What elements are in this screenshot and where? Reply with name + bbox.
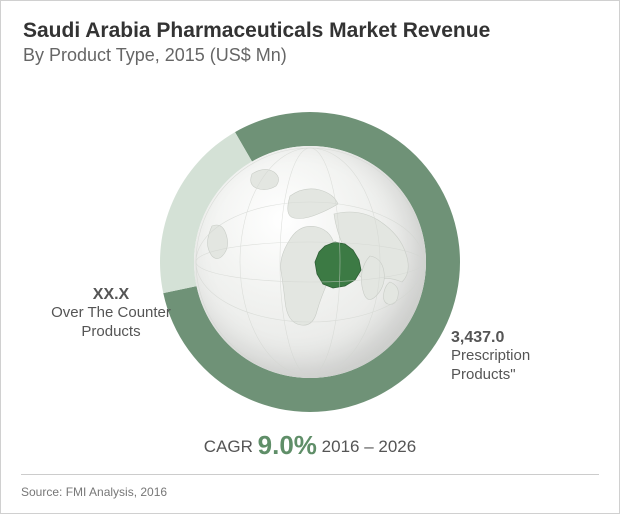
slice-label-otc: XX.X Over The Counter Products <box>31 286 191 342</box>
slice-label-prescription: 3,437.0 Prescription Products" <box>451 329 591 385</box>
chart-title: Saudi Arabia Pharmaceuticals Market Reve… <box>23 19 597 43</box>
chart-area: XX.X Over The Counter Products 3,437.0 P… <box>1 71 619 453</box>
otc-label: Over The Counter Products <box>31 304 191 342</box>
source-text: Source: FMI Analysis, 2016 <box>21 485 167 499</box>
chart-subtitle: By Product Type, 2015 (US$ Mn) <box>23 45 597 66</box>
donut-chart <box>160 112 460 412</box>
globe-center-icon <box>194 146 426 378</box>
prescription-label: Prescription Products" <box>451 347 591 385</box>
cagr-period: 2016 – 2026 <box>322 437 417 456</box>
cagr-value: 9.0% <box>258 430 317 460</box>
footer-divider <box>21 474 599 475</box>
cagr-prefix: CAGR <box>204 437 253 456</box>
chart-header: Saudi Arabia Pharmaceuticals Market Reve… <box>1 1 619 72</box>
otc-value: XX.X <box>31 286 191 304</box>
prescription-value: 3,437.0 <box>451 329 591 347</box>
cagr-line: CAGR 9.0% 2016 – 2026 <box>1 430 619 461</box>
